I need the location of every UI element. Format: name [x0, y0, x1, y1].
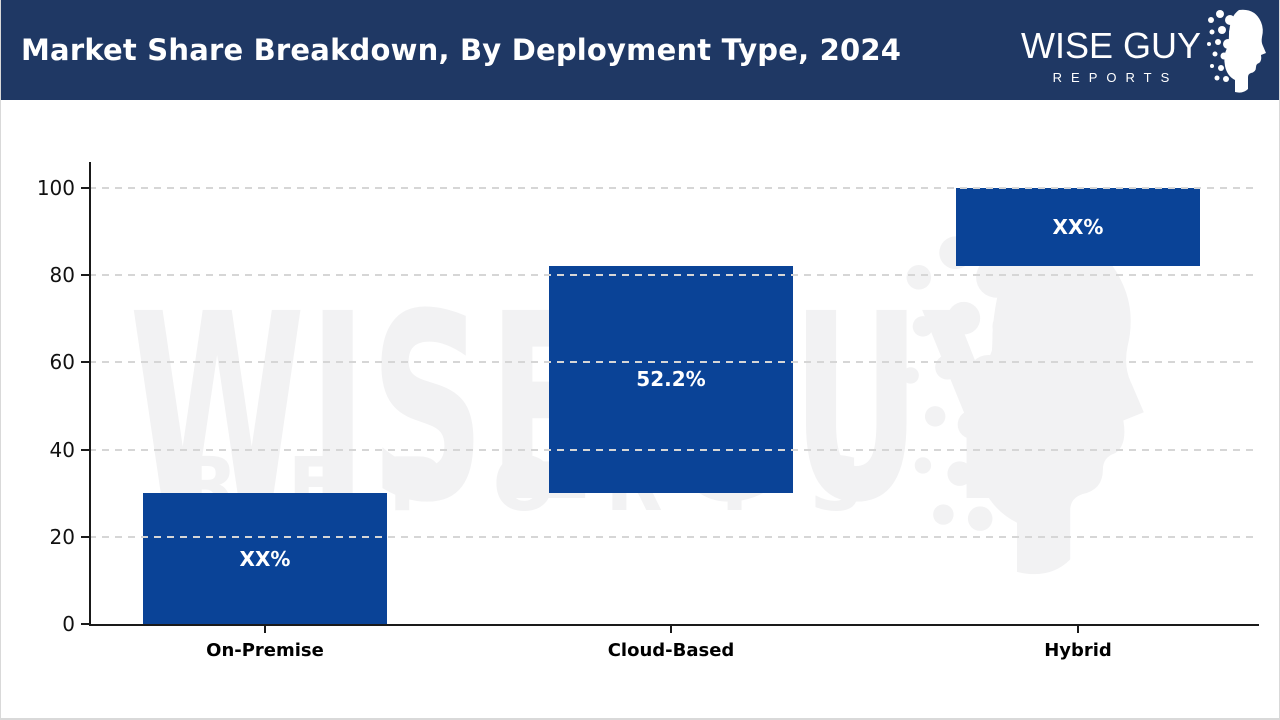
- y-tick-80: [81, 274, 89, 277]
- header-bar: Market Share Breakdown, By Deployment Ty…: [1, 0, 1279, 100]
- gridline-60: [89, 361, 1259, 364]
- x-category-label-3: Hybrid: [1044, 640, 1112, 661]
- gridline-80: [89, 274, 1259, 277]
- watermark-face-icon: [902, 235, 1144, 575]
- gridline-40: [89, 448, 1259, 451]
- y-tick-label-40: 40: [49, 437, 75, 462]
- y-tick-label-100: 100: [36, 176, 75, 200]
- y-tick-label-20: 20: [49, 524, 75, 549]
- bar-value-label-1: XX%: [239, 546, 291, 571]
- bar-value-label-3: XX%: [1052, 214, 1104, 239]
- x-axis-line: [89, 624, 1259, 626]
- y-tick-label-80: 80: [49, 263, 75, 288]
- logo-subtitle: REPORTS: [1052, 70, 1179, 85]
- gridline-100: [89, 187, 1259, 189]
- y-axis-spine: [89, 162, 91, 626]
- y-tick-label-60: 60: [49, 350, 75, 375]
- x-tick-3: [1077, 626, 1079, 633]
- chart-title: Market Share Breakdown, By Deployment Ty…: [21, 33, 902, 67]
- bar-on-premise: [143, 493, 387, 624]
- bar-hybrid: [956, 188, 1200, 266]
- x-category-label-1: On-Premise: [206, 640, 324, 661]
- y-tick-20: [81, 535, 89, 538]
- y-tick-60: [81, 361, 89, 364]
- logo-name: WISE GUY: [1020, 25, 1201, 66]
- y-tick-0: [81, 623, 89, 625]
- x-category-label-2: Cloud-Based: [607, 640, 735, 661]
- wiseguy-logo: WISE GUY REPORTS: [1021, 6, 1267, 94]
- y-tick-100: [81, 187, 89, 189]
- y-tick-label-0: 0: [62, 612, 75, 636]
- gridline-20: [89, 535, 1259, 538]
- y-tick-40: [81, 448, 89, 451]
- bar-value-label-2: 52.2%: [636, 367, 706, 392]
- face-logo-icon: [1207, 9, 1266, 93]
- x-tick-2: [670, 626, 672, 633]
- bar-cloud-based: [549, 265, 793, 494]
- logo-text: WISE GUY REPORTS: [1021, 25, 1201, 85]
- x-tick-1: [264, 626, 266, 633]
